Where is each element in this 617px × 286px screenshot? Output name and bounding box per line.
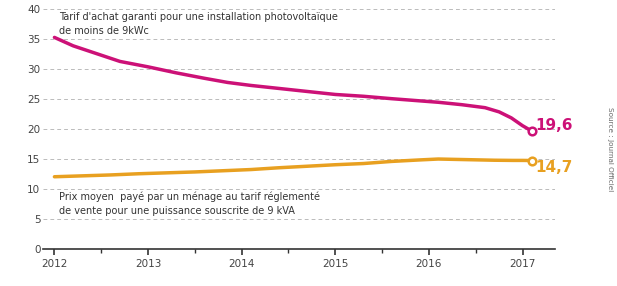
Text: Source : Journal Officiel: Source : Journal Officiel (607, 107, 613, 191)
Text: Prix moyen  payé par un ménage au tarif réglementé
de vente pour une puissance s: Prix moyen payé par un ménage au tarif r… (59, 191, 320, 216)
Text: 14,7: 14,7 (536, 160, 573, 175)
Text: Tarif d'achat garanti pour une installation photovoltaïque
de moins de 9kWc: Tarif d'achat garanti pour une installat… (59, 11, 338, 35)
Text: 19,6: 19,6 (536, 118, 573, 133)
